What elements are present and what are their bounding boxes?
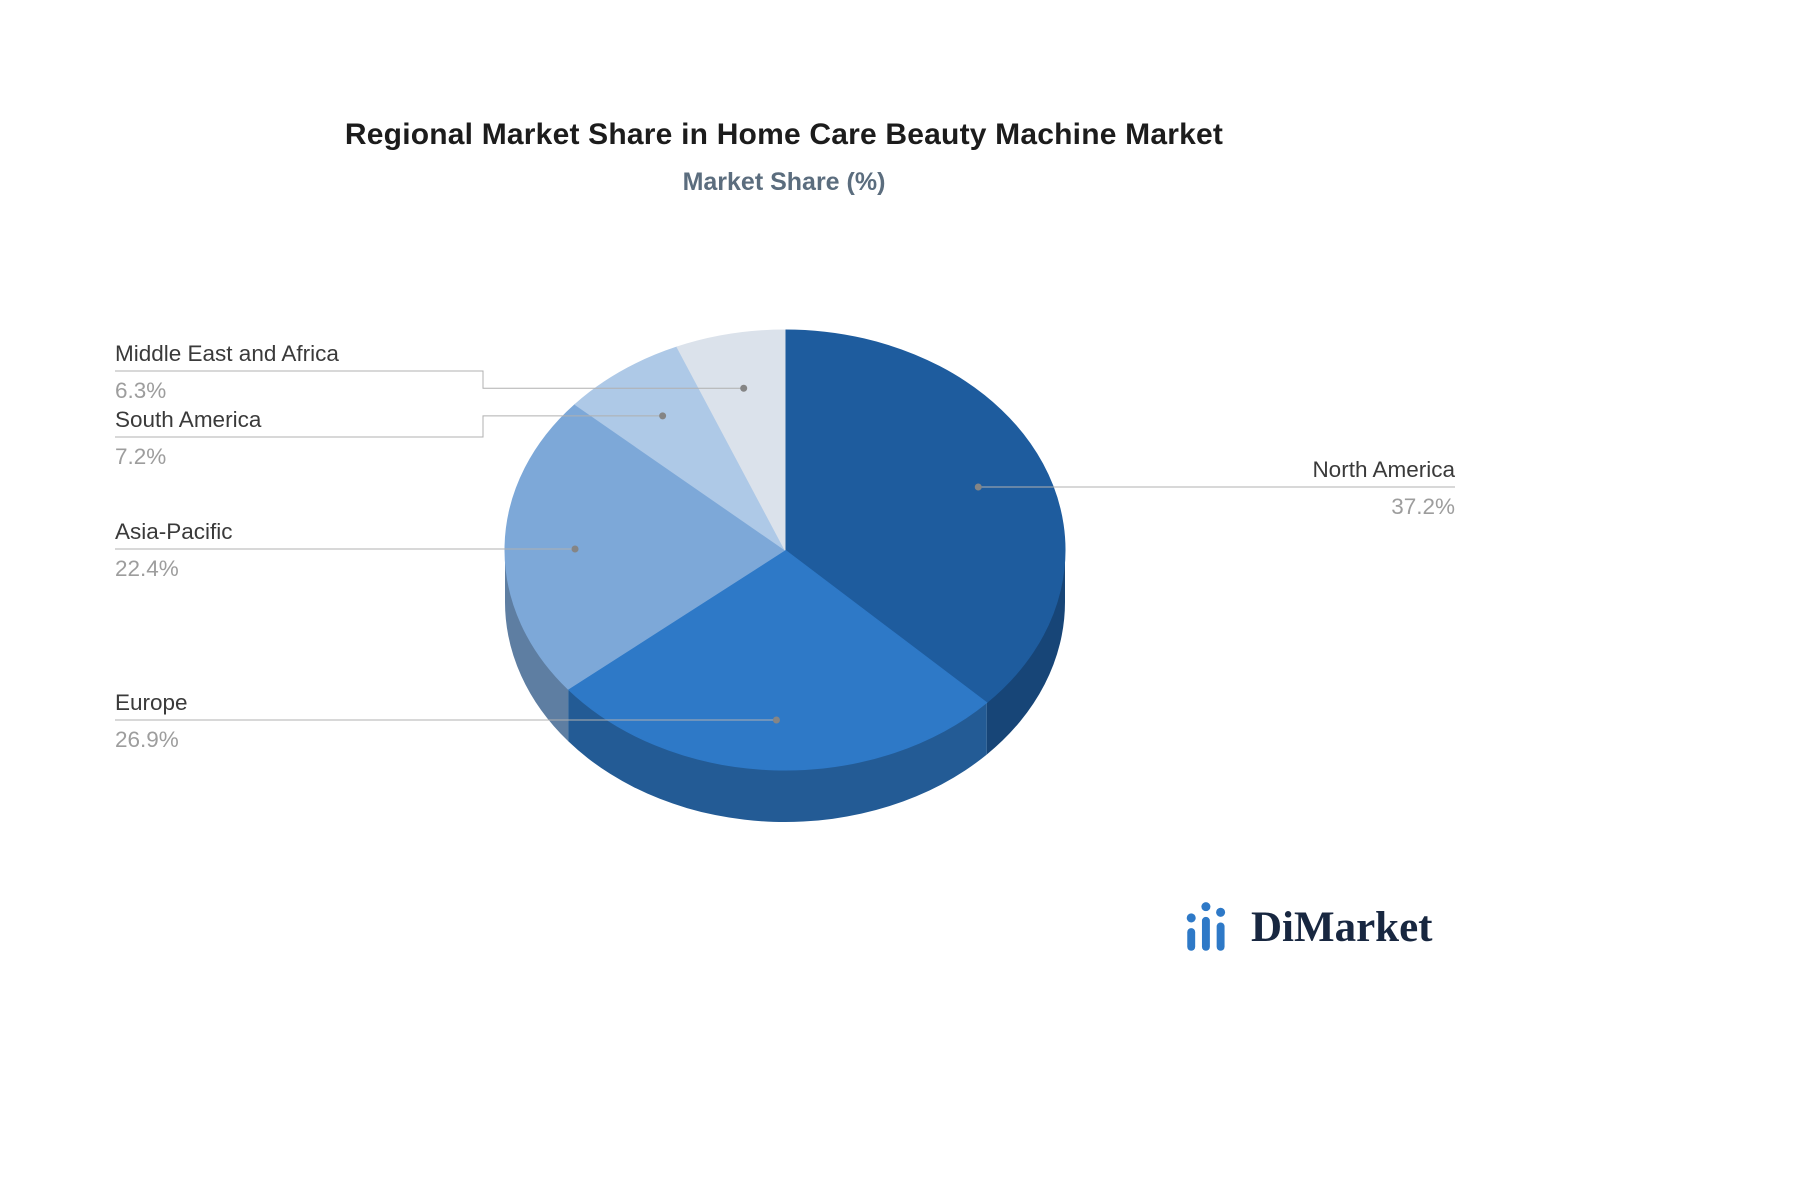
slice-label-name: Europe (115, 690, 188, 715)
slice-label-value: 7.2% (115, 444, 167, 469)
slice-label-name: North America (1312, 457, 1455, 482)
chart-title: Regional Market Share in Home Care Beaut… (344, 118, 1224, 151)
slice-label-value: 37.2% (1391, 494, 1455, 519)
slice-label-name: Middle East and Africa (115, 341, 339, 366)
slice-label-middle-east-and-africa: Middle East and Africa 6.3% (115, 337, 339, 408)
slice-label-north-america: North America 37.2% (1312, 453, 1455, 524)
slice-label-name: Asia-Pacific (115, 519, 233, 544)
slice-label-name: South America (115, 407, 262, 432)
slice-label-europe: Europe 26.9% (115, 686, 188, 757)
slice-label-value: 26.9% (115, 727, 179, 752)
chart-subtitle: Market Share (%) (682, 168, 886, 196)
slice-label-value: 22.4% (115, 556, 179, 581)
slice-label-south-america: South America 7.2% (115, 403, 261, 474)
dimarket-logo-text: DiMarket (1251, 903, 1433, 951)
slice-label-asia-pacific: Asia-Pacific 22.4% (115, 515, 233, 586)
dimarket-logo: DiMarket (1185, 901, 1433, 953)
slice-label-value: 6.3% (115, 378, 167, 403)
dimarket-logo-icon (1186, 902, 1226, 951)
